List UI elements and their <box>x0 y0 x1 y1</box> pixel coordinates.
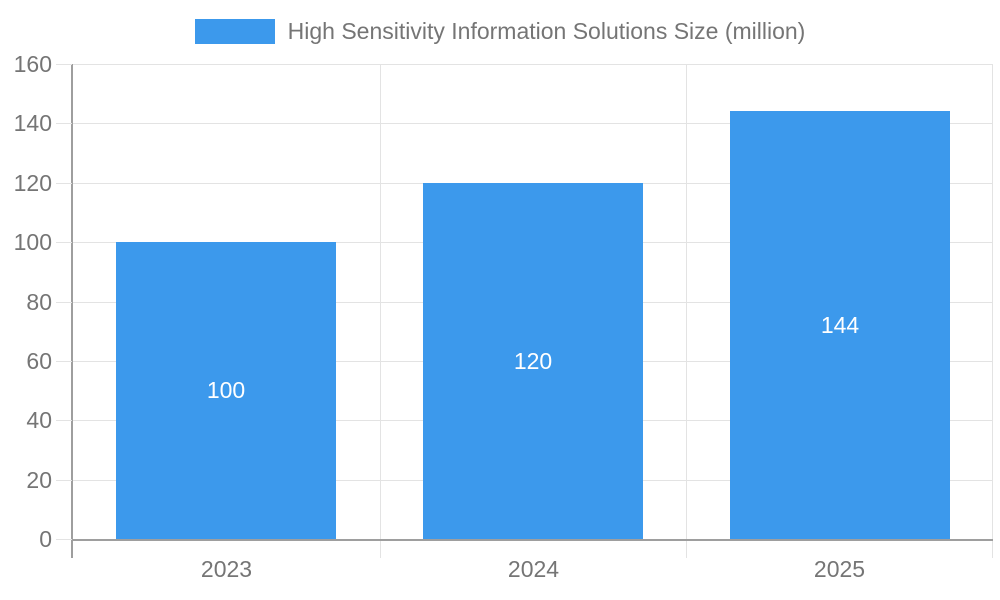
bar-value-label: 120 <box>513 347 553 374</box>
y-tick-mark <box>56 123 72 124</box>
category-boundary-gridline <box>380 64 381 539</box>
y-tick-mark <box>56 420 72 421</box>
x-tick-label: 2024 <box>507 556 560 582</box>
category-boundary-gridline <box>686 64 687 539</box>
y-tick-mark <box>56 302 72 303</box>
y-tick-mark <box>56 64 72 65</box>
y-tick-mark <box>56 539 72 540</box>
y-gridline <box>73 64 993 65</box>
bar-2025[interactable]: 144 <box>730 111 950 539</box>
y-tick-label: 40 <box>26 407 52 433</box>
y-tick-label: 160 <box>13 51 52 77</box>
x-tick-mark <box>992 541 993 558</box>
category-boundary-gridline <box>992 64 993 539</box>
x-tick-mark <box>686 541 687 558</box>
plot-area: 100 120 144 <box>73 64 993 539</box>
legend-label: High Sensitivity Information Solutions S… <box>287 18 806 44</box>
bar-value-label: 100 <box>206 377 246 403</box>
y-tick-mark <box>56 183 72 184</box>
y-tick-label: 80 <box>26 289 52 315</box>
y-tick-label: 140 <box>13 110 52 136</box>
legend-color-swatch <box>194 19 275 44</box>
x-tick-mark <box>380 541 381 558</box>
y-tick-label: 20 <box>26 467 52 493</box>
y-tick-mark <box>56 480 72 481</box>
legend[interactable]: High Sensitivity Information Solutions S… <box>0 19 1000 44</box>
bar-value-label: 144 <box>820 311 860 338</box>
bar-2023[interactable]: 100 <box>116 242 336 539</box>
y-tick-label: 0 <box>39 526 52 552</box>
y-tick-label: 60 <box>26 348 52 374</box>
y-gridline <box>73 123 993 124</box>
y-tick-label: 120 <box>13 170 52 196</box>
y-tick-label: 100 <box>13 229 52 255</box>
x-axis-line <box>71 539 993 541</box>
x-tick-label: 2025 <box>813 556 866 582</box>
x-tick-label: 2023 <box>200 556 253 582</box>
bar-2024[interactable]: 120 <box>423 183 643 539</box>
y-tick-mark <box>56 361 72 362</box>
y-axis-line <box>71 64 73 558</box>
y-tick-mark <box>56 242 72 243</box>
